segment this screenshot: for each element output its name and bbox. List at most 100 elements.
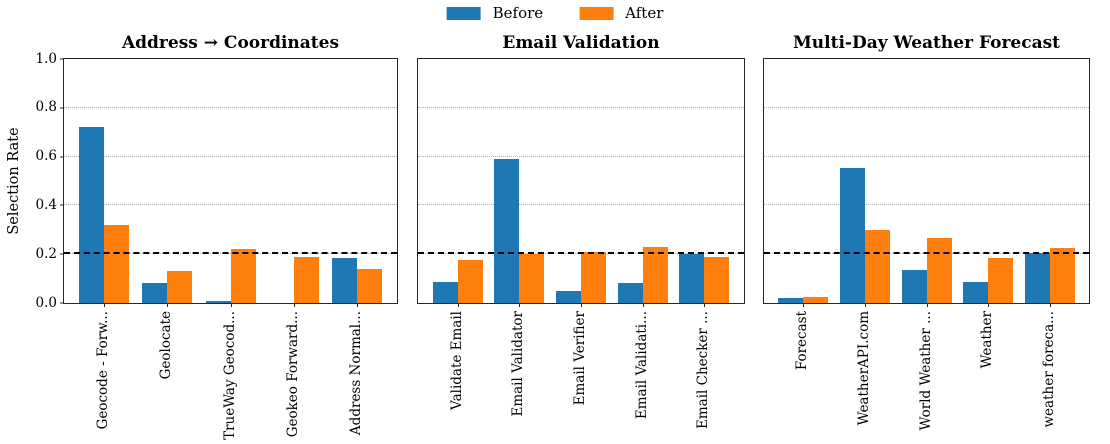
x-tick-mark (167, 303, 169, 307)
x-tick-mark (519, 303, 521, 307)
x-tick-label: Forecast (794, 311, 811, 371)
x-tick-mark (704, 303, 706, 307)
bar-before (778, 298, 804, 303)
gridline (64, 204, 397, 206)
bar-after (581, 251, 606, 303)
bar-after (104, 224, 130, 303)
y-tick-label: 0.2 (35, 245, 57, 262)
x-tick-mark (1049, 303, 1051, 307)
bar-after (457, 260, 483, 303)
gridline (764, 155, 1089, 157)
subplot-title: Multi-Day Weather Forecast (792, 33, 1061, 53)
subplot-address-coordinates: Address → Coordinates Geocode - Forw... G… (36, 35, 398, 440)
bar-after (519, 254, 545, 303)
gridline (418, 155, 744, 157)
legend-label-before: Before (492, 4, 544, 22)
y-tick-mark (60, 58, 64, 60)
y-tick-mark (60, 302, 64, 304)
bar-after (704, 256, 730, 303)
bar-group (679, 59, 730, 303)
bar-before (331, 257, 357, 303)
x-tick-mark (581, 303, 582, 307)
bar-after (230, 249, 256, 303)
bar-after (926, 238, 952, 303)
y-tick-label: 0.6 (35, 147, 57, 164)
bar-group (205, 59, 256, 303)
x-tick-label: Email Validator (510, 311, 527, 417)
bar-before (494, 159, 520, 303)
bar-before (556, 290, 581, 303)
bar-group (1024, 59, 1075, 303)
bar-before (1024, 252, 1050, 303)
subplot-title: Email Validation (502, 33, 660, 53)
bar-group (617, 59, 668, 303)
y-tick-mark (60, 156, 64, 158)
x-tick-label: TrueWay Geocod... (221, 311, 238, 440)
legend-item-after: After (579, 6, 663, 21)
x-tick-label: Geolocate (158, 311, 175, 380)
bar-after (803, 296, 829, 303)
bar-before (839, 167, 865, 303)
y-axis-label: Selection Rate (6, 127, 22, 235)
x-tick-mark (988, 303, 990, 307)
bar-before (617, 283, 643, 303)
x-tick-mark (230, 303, 232, 307)
x-tick-label: Email Verifier (572, 311, 588, 406)
subplot-multi-day-weather-forecast: Multi-Day Weather Forecast Forecast Weath… (763, 35, 1090, 430)
x-tick-mark (864, 303, 866, 307)
bar-before (142, 283, 168, 303)
bar-group (556, 59, 606, 303)
baseline-dashed-line (418, 252, 744, 255)
bar-group (142, 59, 193, 303)
x-tick-label: WeatherAPI.com (855, 311, 872, 426)
bar-group (269, 59, 319, 303)
gridline (764, 106, 1089, 108)
y-tick-label: 0.8 (35, 99, 57, 116)
x-tick-label: Email Validati... (633, 311, 650, 420)
x-tick-label: Email Checker ... (695, 311, 712, 429)
legend: Before After (446, 4, 663, 22)
y-tick-label: 1.0 (35, 50, 57, 67)
x-tick-label: Address Normal... (347, 311, 364, 436)
bar-after (356, 268, 382, 303)
legend-swatch-after (579, 7, 614, 20)
y-tick-label: 0.4 (35, 196, 57, 213)
bar-after (988, 257, 1014, 303)
bar-group (839, 59, 890, 303)
y-tick-label: 0.0 (35, 294, 57, 311)
bar-group (432, 59, 483, 303)
bar-before (79, 127, 105, 303)
x-tick-mark (926, 303, 928, 307)
bar-group (331, 59, 382, 303)
x-tick-label: Geocode - Forw... (95, 311, 112, 430)
x-tick-label: Validate Email (448, 311, 465, 410)
x-tick-mark (293, 303, 295, 307)
gridline (418, 204, 744, 206)
x-tick-label: Weather (979, 311, 996, 369)
legend-label-after: After (625, 4, 664, 22)
x-tick-label: Geokeo Forward... (284, 311, 301, 438)
x-tick-mark (104, 303, 106, 307)
y-tick-mark (60, 204, 64, 206)
x-tick-label: World Weather ... (917, 311, 934, 431)
bar-before (963, 282, 989, 303)
bar-after (1049, 248, 1075, 303)
x-tick-mark (642, 303, 644, 307)
bar-before (205, 300, 231, 303)
gridline (418, 106, 744, 108)
subplot-email-validation: Email Validation Validate Email Email Val… (417, 35, 745, 429)
x-tick-mark (356, 303, 358, 307)
legend-item-before: Before (446, 4, 544, 22)
bar-after (642, 246, 668, 303)
bar-group (901, 59, 952, 303)
gridline (64, 106, 397, 108)
baseline-dashed-line (64, 252, 397, 255)
bar-after (293, 256, 319, 303)
gridline (764, 204, 1089, 206)
bar-before (901, 270, 927, 303)
x-tick-mark (457, 303, 459, 307)
gridline (64, 155, 397, 157)
subplot-title: Address → Coordinates (121, 33, 340, 53)
bar-before (432, 282, 458, 303)
